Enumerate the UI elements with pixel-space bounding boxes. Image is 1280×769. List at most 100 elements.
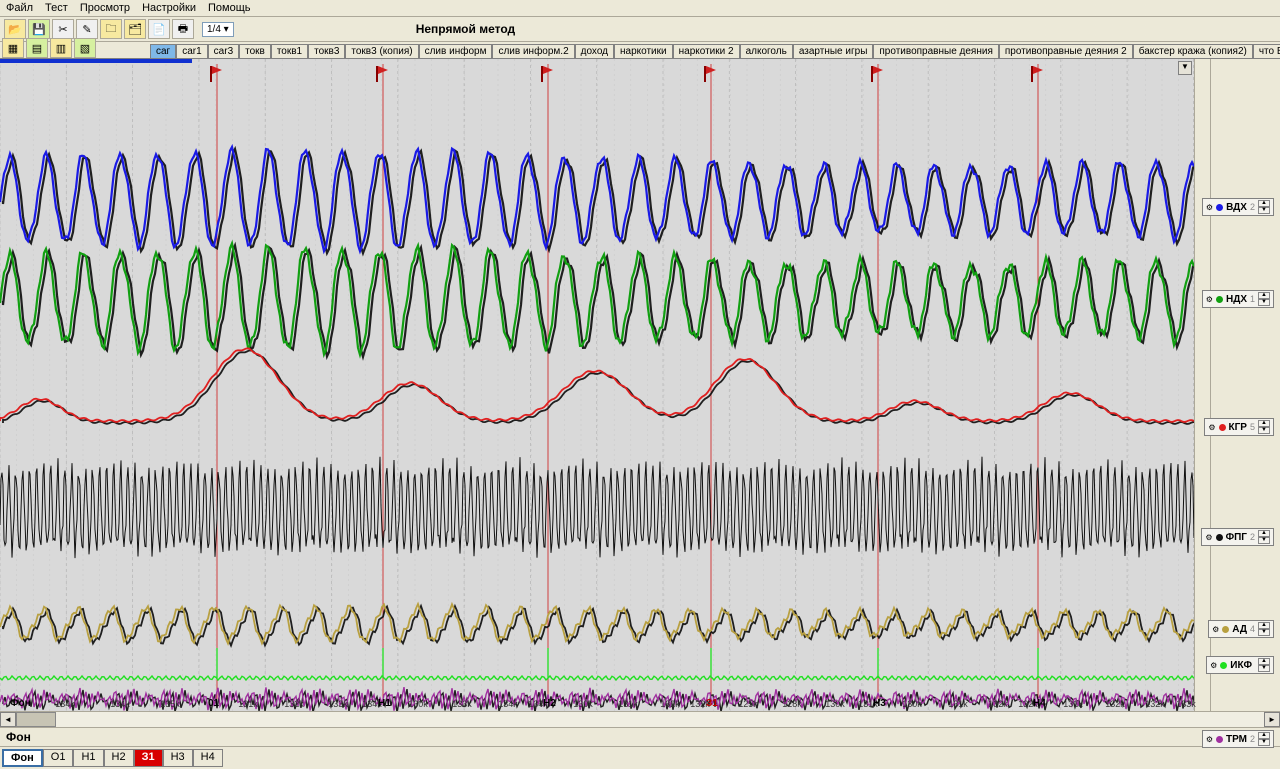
- tick-label: 132k: [988, 699, 1008, 709]
- tab-3[interactable]: токв: [239, 44, 271, 58]
- tab-strip: сагcar1car3токвтокв1токв3токв3 (копия)сл…: [0, 42, 1280, 59]
- tool-folder[interactable]: 🗀: [100, 19, 122, 39]
- tab-10[interactable]: наркотики: [614, 44, 673, 58]
- menu-Файл[interactable]: Файл: [6, 2, 33, 14]
- bottom-tab-О1[interactable]: О1: [43, 749, 74, 767]
- tab-14[interactable]: противоправные деяния: [873, 44, 998, 58]
- tick-label: 131k: [948, 699, 968, 709]
- event-flag: [541, 66, 555, 82]
- tool-print[interactable]: 🖶: [172, 19, 194, 39]
- tick-label: 132k: [1145, 699, 1165, 709]
- bottom-tab-Н4[interactable]: Н4: [193, 749, 223, 767]
- tab-15[interactable]: противоправные деяния 2: [999, 44, 1133, 58]
- channel-НДХ[interactable]: ⚙НДХ1▲▼: [1202, 290, 1274, 308]
- channel-КГР[interactable]: ⚙КГР5▲▼: [1204, 418, 1274, 436]
- event-flag: [1031, 66, 1045, 82]
- tick-label: 134k: [498, 699, 518, 709]
- tool-open[interactable]: 📂: [4, 19, 26, 39]
- event-flag: [210, 66, 224, 82]
- tick-label: 132k: [1105, 699, 1125, 709]
- segment-label-01: 01: [208, 698, 219, 709]
- channel-ТРМ[interactable]: ⚙ТРМ2▲▼: [1202, 730, 1274, 748]
- tool-cut[interactable]: ✂: [52, 19, 74, 39]
- tick-label: 131k: [618, 699, 638, 709]
- menu-Настройки[interactable]: Настройки: [142, 2, 196, 14]
- tick-label: 132k: [660, 699, 680, 709]
- event-flag: [704, 66, 718, 82]
- segment-label-Фон: Фон: [10, 698, 31, 709]
- tab-12[interactable]: алкоголь: [740, 44, 793, 58]
- tab-6[interactable]: токв3 (копия): [345, 44, 418, 58]
- zoom-select[interactable]: 1/4 ▾: [202, 22, 234, 37]
- tick-label: 135k: [160, 699, 180, 709]
- menu-Помощь[interactable]: Помощь: [208, 2, 251, 14]
- status-bar: Фон: [0, 727, 1280, 746]
- tool-grid2[interactable]: ▤: [26, 38, 48, 58]
- bottom-tab-Фон[interactable]: Фон: [2, 749, 43, 767]
- tab-9[interactable]: доход: [575, 44, 614, 58]
- tick-label: 134k: [55, 699, 75, 709]
- tool-save[interactable]: 💾: [28, 19, 50, 39]
- tick-label: 133k: [452, 699, 472, 709]
- bottom-tab-Н2[interactable]: Н2: [104, 749, 134, 767]
- tab-2[interactable]: car3: [208, 44, 239, 58]
- bottom-tab-З1[interactable]: З1: [134, 749, 163, 767]
- channel-ФПГ[interactable]: ⚙ФПГ2▲▼: [1201, 528, 1274, 546]
- bottom-tab-strip: ФонО1Н1Н2З1Н3Н4: [0, 746, 1280, 769]
- segment-label-Н1: Н1: [378, 698, 391, 709]
- menu-Просмотр[interactable]: Просмотр: [80, 2, 130, 14]
- timeline-progress: [0, 59, 192, 63]
- main-toolbar: 📂💾✂✎🗀🗂📄🖶 1/4 ▾ Непрямой метод: [0, 17, 1280, 42]
- tab-13[interactable]: азартные игры: [793, 44, 874, 58]
- tool-doc[interactable]: 📄: [148, 19, 170, 39]
- hscroll-left[interactable]: ◄: [0, 712, 16, 727]
- hscroll-thumb[interactable]: [16, 712, 56, 727]
- channel-ИКФ[interactable]: ⚙ИКФ▲▼: [1206, 656, 1274, 674]
- bottom-tab-Н1[interactable]: Н1: [73, 749, 103, 767]
- tick-label: 131k: [1063, 699, 1083, 709]
- vertical-scrollbar[interactable]: ▼: [1194, 59, 1210, 711]
- tick-label: 130k: [573, 699, 593, 709]
- segment-label-Н2: Н2: [543, 698, 556, 709]
- horizontal-scrollbar[interactable]: ◄ ►: [0, 711, 1280, 727]
- tool-grid4[interactable]: ▧: [74, 38, 96, 58]
- menu-bar: Файл Тест Просмотр Настройки Помощь: [0, 0, 1280, 17]
- bottom-tab-Н3[interactable]: Н3: [163, 749, 193, 767]
- tick-label: 128k: [782, 699, 802, 709]
- tab-7[interactable]: слив информ: [419, 44, 493, 58]
- tick-label: 131k: [238, 699, 258, 709]
- tick-label: 130k: [902, 699, 922, 709]
- main-area: ▼ Фон 134k 134k 135k 01 131k 132k 133k 134k Н1 130…: [0, 59, 1280, 711]
- event-flag: [871, 66, 885, 82]
- segment-label-Н3: Н3: [873, 698, 886, 709]
- tab-17[interactable]: что Вы: [1253, 44, 1280, 58]
- channel-АД[interactable]: ⚙АД4▲▼: [1208, 620, 1274, 638]
- tab-1[interactable]: car1: [176, 44, 207, 58]
- tick-label: 132k: [284, 699, 304, 709]
- tool-grid1[interactable]: ▦: [2, 38, 24, 58]
- method-label: Непрямой метод: [416, 22, 515, 36]
- tab-4[interactable]: токв1: [271, 44, 308, 58]
- tool-edit[interactable]: ✎: [76, 19, 98, 39]
- status-label: Фон: [6, 730, 31, 744]
- hscroll-right[interactable]: ►: [1264, 712, 1280, 727]
- waveform-canvas[interactable]: ▼ Фон 134k 134k 135k 01 131k 132k 133k 134k Н1 130…: [0, 59, 1210, 711]
- tick-label: 134k: [110, 699, 130, 709]
- tab-11[interactable]: наркотики 2: [673, 44, 740, 58]
- tab-16[interactable]: бакстер кража (копия2): [1133, 44, 1253, 58]
- tab-8[interactable]: слив информ.2: [492, 44, 574, 58]
- segment-label-Н4: Н4: [1033, 698, 1046, 709]
- channel-ВДХ[interactable]: ⚙ВДХ2▲▼: [1202, 198, 1274, 216]
- tick-label: 133k: [1176, 699, 1196, 709]
- tool-grid3[interactable]: ▥: [50, 38, 72, 58]
- tick-label: 130k: [825, 699, 845, 709]
- tick-label: 130k: [408, 699, 428, 709]
- secondary-toolbar: ▦▤▥▧: [2, 38, 96, 58]
- tick-label: 125k: [738, 699, 758, 709]
- tool-folder2[interactable]: 🗂: [124, 19, 146, 39]
- waveform-svg: [0, 59, 1194, 711]
- tab-5[interactable]: токв3: [308, 44, 345, 58]
- menu-Тест[interactable]: Тест: [45, 2, 68, 14]
- tab-0[interactable]: саг: [150, 44, 176, 58]
- tick-label: 133k: [328, 699, 348, 709]
